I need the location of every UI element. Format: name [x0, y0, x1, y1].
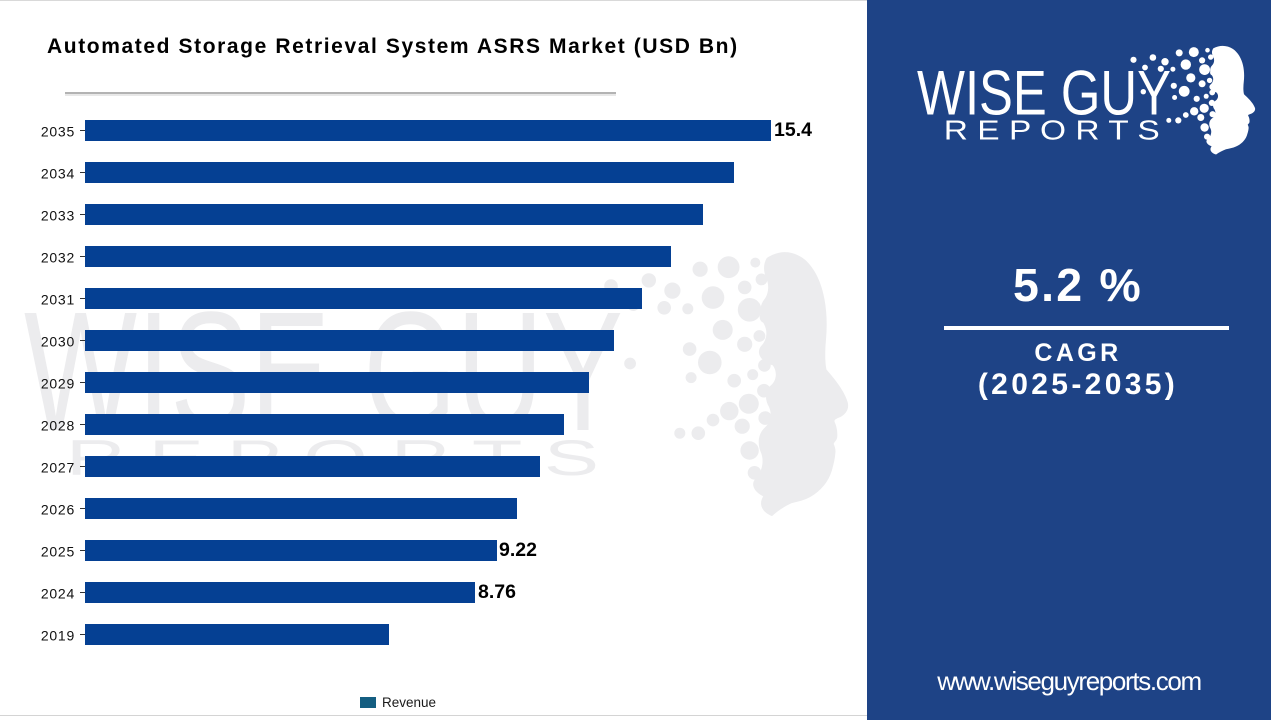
- svg-text:WISE GUY: WISE GUY: [917, 59, 1171, 129]
- svg-text:R E P O R T S: R E P O R T S: [944, 115, 1160, 146]
